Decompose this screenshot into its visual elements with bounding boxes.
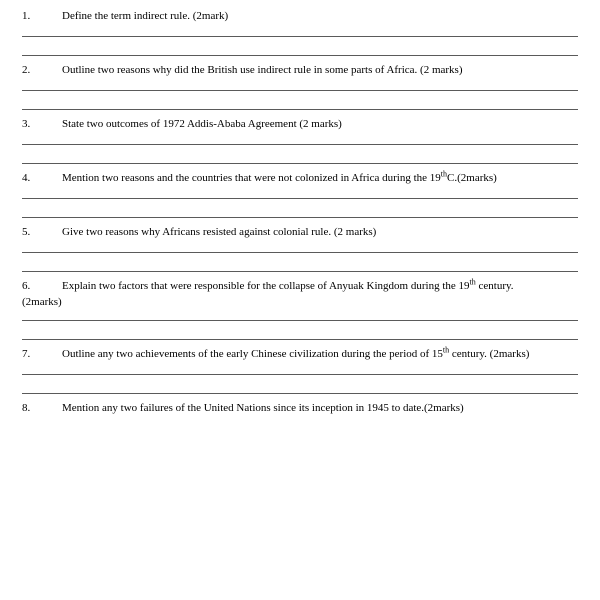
question-text: Mention two reasons and the countries th… xyxy=(62,172,578,184)
question-text: Mention any two failures of the United N… xyxy=(62,402,578,414)
questions-container: 1.Define the term indirect rule. (2mark)… xyxy=(22,10,578,414)
answer-line xyxy=(22,45,578,56)
question-number: 4. xyxy=(22,172,62,184)
question-number: 5. xyxy=(22,226,62,238)
question-text: Explain two factors that were responsibl… xyxy=(62,280,578,292)
superscript-text: th xyxy=(443,345,449,354)
answer-line xyxy=(22,207,578,218)
question-block-4: 4.Mention two reasons and the countries … xyxy=(22,172,578,218)
question-block-7: 7.Outline any two achievements of the ea… xyxy=(22,348,578,394)
question-number: 1. xyxy=(22,10,62,22)
question-block-2: 2.Outline two reasons why did the Britis… xyxy=(22,64,578,110)
question-text: Outline any two achievements of the earl… xyxy=(62,348,578,360)
answer-line xyxy=(22,242,578,253)
answer-line xyxy=(22,153,578,164)
question-row: 7.Outline any two achievements of the ea… xyxy=(22,348,578,360)
question-block-5: 5.Give two reasons why Africans resisted… xyxy=(22,226,578,272)
answer-line xyxy=(22,26,578,37)
question-row: 3.State two outcomes of 1972 Addis-Ababa… xyxy=(22,118,578,130)
question-text: Define the term indirect rule. (2mark) xyxy=(62,10,578,22)
question-number: 7. xyxy=(22,348,62,360)
question-number: 6. xyxy=(22,280,62,292)
question-row: 5.Give two reasons why Africans resisted… xyxy=(22,226,578,238)
answer-line xyxy=(22,80,578,91)
question-text: State two outcomes of 1972 Addis-Ababa A… xyxy=(62,118,578,130)
superscript-text: th xyxy=(441,169,447,178)
answer-line xyxy=(22,383,578,394)
answer-line xyxy=(22,99,578,110)
answer-line xyxy=(22,329,578,340)
question-block-1: 1.Define the term indirect rule. (2mark) xyxy=(22,10,578,56)
superscript-text: th xyxy=(470,277,476,286)
answer-line xyxy=(22,364,578,375)
question-row: 6.Explain two factors that were responsi… xyxy=(22,280,578,292)
question-block-3: 3.State two outcomes of 1972 Addis-Ababa… xyxy=(22,118,578,164)
answer-line xyxy=(22,188,578,199)
question-block-6: 6.Explain two factors that were responsi… xyxy=(22,280,578,340)
question-number: 8. xyxy=(22,402,62,414)
question-row: 2.Outline two reasons why did the Britis… xyxy=(22,64,578,76)
answer-line xyxy=(22,261,578,272)
question-text: Give two reasons why Africans resisted a… xyxy=(62,226,578,238)
question-number: 3. xyxy=(22,118,62,130)
answer-line xyxy=(22,134,578,145)
marks-below: (2marks) xyxy=(22,296,578,308)
question-row: 1.Define the term indirect rule. (2mark) xyxy=(22,10,578,22)
question-row: 4.Mention two reasons and the countries … xyxy=(22,172,578,184)
answer-line xyxy=(22,310,578,321)
question-text: Outline two reasons why did the British … xyxy=(62,64,578,76)
question-number: 2. xyxy=(22,64,62,76)
question-block-8: 8.Mention any two failures of the United… xyxy=(22,402,578,414)
question-row: 8.Mention any two failures of the United… xyxy=(22,402,578,414)
